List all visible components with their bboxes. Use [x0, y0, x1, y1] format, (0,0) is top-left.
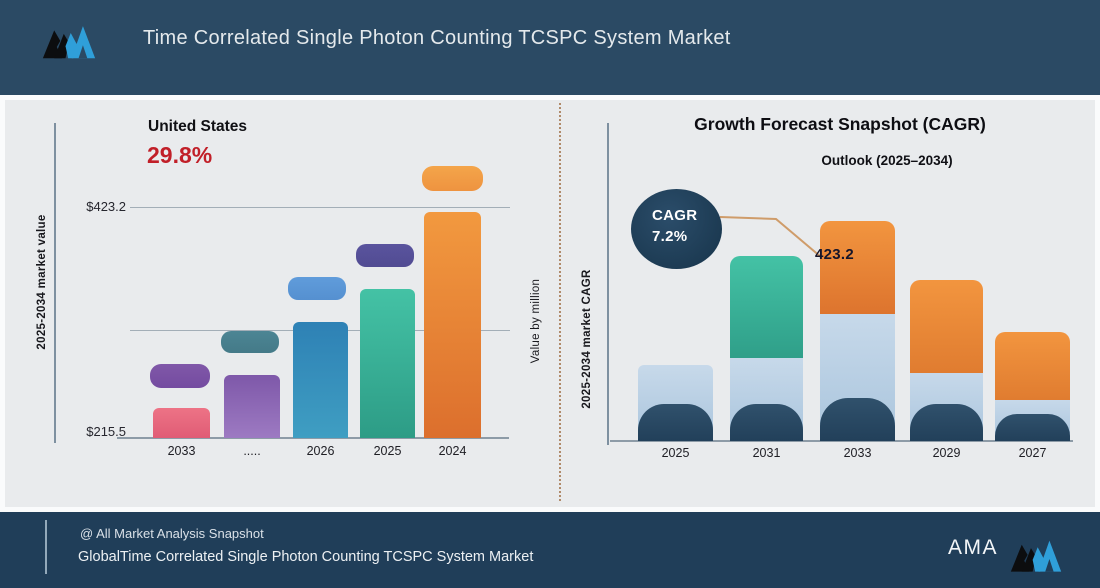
x-axis-label: 2033 — [167, 444, 196, 458]
left-x-axis-line — [117, 437, 509, 439]
cagr-badge: CAGR 7.2% — [631, 189, 722, 269]
x-axis-label: ..... — [243, 444, 261, 458]
footer: @ All Market Analysis Snapshot GlobalTim… — [0, 512, 1100, 588]
right-x-axis-line — [610, 440, 1073, 442]
cagr-badge-value: 7.2% — [652, 228, 688, 245]
bar-segment — [910, 404, 983, 441]
left-chart-title: United States — [148, 118, 248, 135]
x-axis-label: 2026 — [306, 444, 335, 458]
footer-caption: GlobalTime Correlated Single Photon Coun… — [78, 549, 534, 565]
panel-divider — [559, 103, 561, 501]
bar-segment — [293, 322, 348, 438]
bar-segment — [224, 375, 280, 438]
bar-value-label: 423.2 — [815, 246, 855, 263]
left-ytick-top: $423.2 — [86, 199, 126, 214]
bar-segment — [356, 244, 414, 267]
bar-segment — [424, 212, 481, 438]
right-chart-subtitle: Outlook (2025–2034) — [821, 153, 953, 168]
bar-segment — [995, 414, 1070, 441]
bar-segment — [820, 398, 895, 441]
right-chart-title: Growth Forecast Snapshot (CAGR) — [694, 114, 986, 134]
left-ytick-bottom: $215.5 — [86, 424, 126, 439]
right-y-axis-line — [607, 123, 609, 445]
ama-logo-icon — [42, 26, 96, 59]
left-gridline-top — [130, 207, 510, 208]
x-axis-label: 2033 — [843, 446, 872, 460]
bar-segment — [221, 331, 279, 353]
footer-credit: @ All Market Analysis Snapshot — [80, 526, 264, 541]
x-axis-label: 2031 — [752, 446, 781, 460]
bar-segment — [360, 289, 415, 438]
left-y-axis-label: 2025-2034 market value — [36, 214, 48, 350]
x-axis-label: 2025 — [661, 446, 690, 460]
x-axis-label: 2024 — [438, 444, 467, 458]
cagr-badge-label: CAGR — [652, 207, 698, 224]
bar-segment — [638, 404, 713, 441]
header: Time Correlated Single Photon Counting T… — [0, 0, 1100, 95]
left-y-axis-line — [54, 123, 56, 443]
bar-segment — [150, 364, 210, 388]
bar-segment — [995, 332, 1070, 400]
bar-segment — [820, 221, 895, 314]
bar-segment — [910, 280, 983, 373]
left-right-axis-label: Value by million — [530, 278, 542, 364]
footer-separator — [45, 520, 47, 574]
page-title: Time Correlated Single Photon Counting T… — [143, 27, 731, 49]
bar-segment — [153, 408, 210, 438]
footer-brand-text: AMA — [948, 536, 999, 559]
x-axis-label: 2025 — [373, 444, 402, 458]
ama-logo-icon — [1010, 540, 1062, 572]
bar-segment — [730, 256, 803, 358]
bar-segment — [288, 277, 346, 300]
bar-segment — [422, 166, 483, 191]
bar-segment — [730, 404, 803, 441]
x-axis-label: 2029 — [932, 446, 961, 460]
left-chart-highlight: 29.8% — [147, 142, 213, 168]
right-y-axis-label: 2025-2034 market CAGR — [581, 269, 593, 409]
x-axis-label: 2027 — [1018, 446, 1047, 460]
